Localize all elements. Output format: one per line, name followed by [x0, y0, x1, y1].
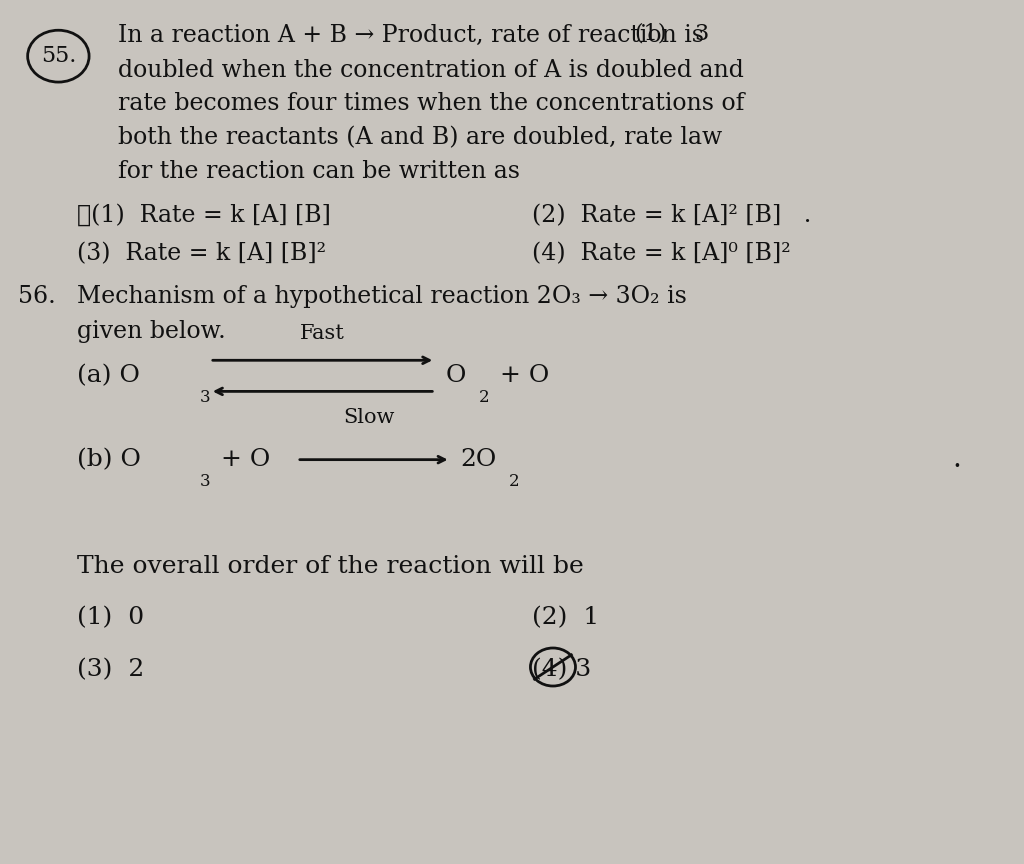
Text: 3: 3 [200, 389, 210, 406]
Text: 2O: 2O [461, 448, 497, 471]
Text: Mechanism of a hypothetical reaction 2O₃ → 3O₂ is: Mechanism of a hypothetical reaction 2O₃… [77, 285, 687, 308]
Text: (3)  2: (3) 2 [77, 658, 144, 682]
Text: rate becomes four times when the concentrations of: rate becomes four times when the concent… [118, 92, 744, 116]
Text: (4)  Rate = k [A]⁰ [B]²: (4) Rate = k [A]⁰ [B]² [532, 242, 792, 265]
Text: In a reaction A + B → Product, rate of reaction is: In a reaction A + B → Product, rate of r… [118, 24, 703, 48]
Text: both the reactants (A and B) are doubled, rate law: both the reactants (A and B) are doubled… [118, 126, 722, 149]
Text: + O: + O [492, 365, 549, 387]
Text: 56.: 56. [18, 285, 56, 308]
Text: Slow: Slow [343, 408, 394, 427]
Text: 2: 2 [479, 389, 489, 406]
Text: (4) 3: (4) 3 [532, 658, 592, 682]
Text: (b) O: (b) O [77, 448, 140, 471]
Text: Fast: Fast [300, 324, 345, 343]
Text: (1)    3: (1) 3 [635, 22, 710, 44]
Text: (3)  Rate = k [A] [B]²: (3) Rate = k [A] [B]² [77, 242, 326, 265]
Text: given below.: given below. [77, 320, 225, 343]
Text: The overall order of the reaction will be: The overall order of the reaction will b… [77, 555, 584, 578]
Text: .: . [952, 446, 962, 473]
Text: 55.: 55. [41, 45, 76, 67]
Text: + O: + O [213, 448, 270, 471]
Text: doubled when the concentration of A is doubled and: doubled when the concentration of A is d… [118, 59, 743, 82]
Text: for the reaction can be written as: for the reaction can be written as [118, 160, 520, 183]
Text: ✓(1)  Rate = k [A] [B]: ✓(1) Rate = k [A] [B] [77, 204, 331, 227]
Text: (1)  0: (1) 0 [77, 607, 144, 630]
Text: (a) O: (a) O [77, 365, 139, 387]
Text: O: O [445, 365, 466, 387]
Text: (2)  1: (2) 1 [532, 607, 600, 630]
Text: 2: 2 [509, 473, 519, 490]
Text: (2)  Rate = k [A]² [B]   .: (2) Rate = k [A]² [B] . [532, 204, 812, 227]
Text: 3: 3 [200, 473, 210, 490]
